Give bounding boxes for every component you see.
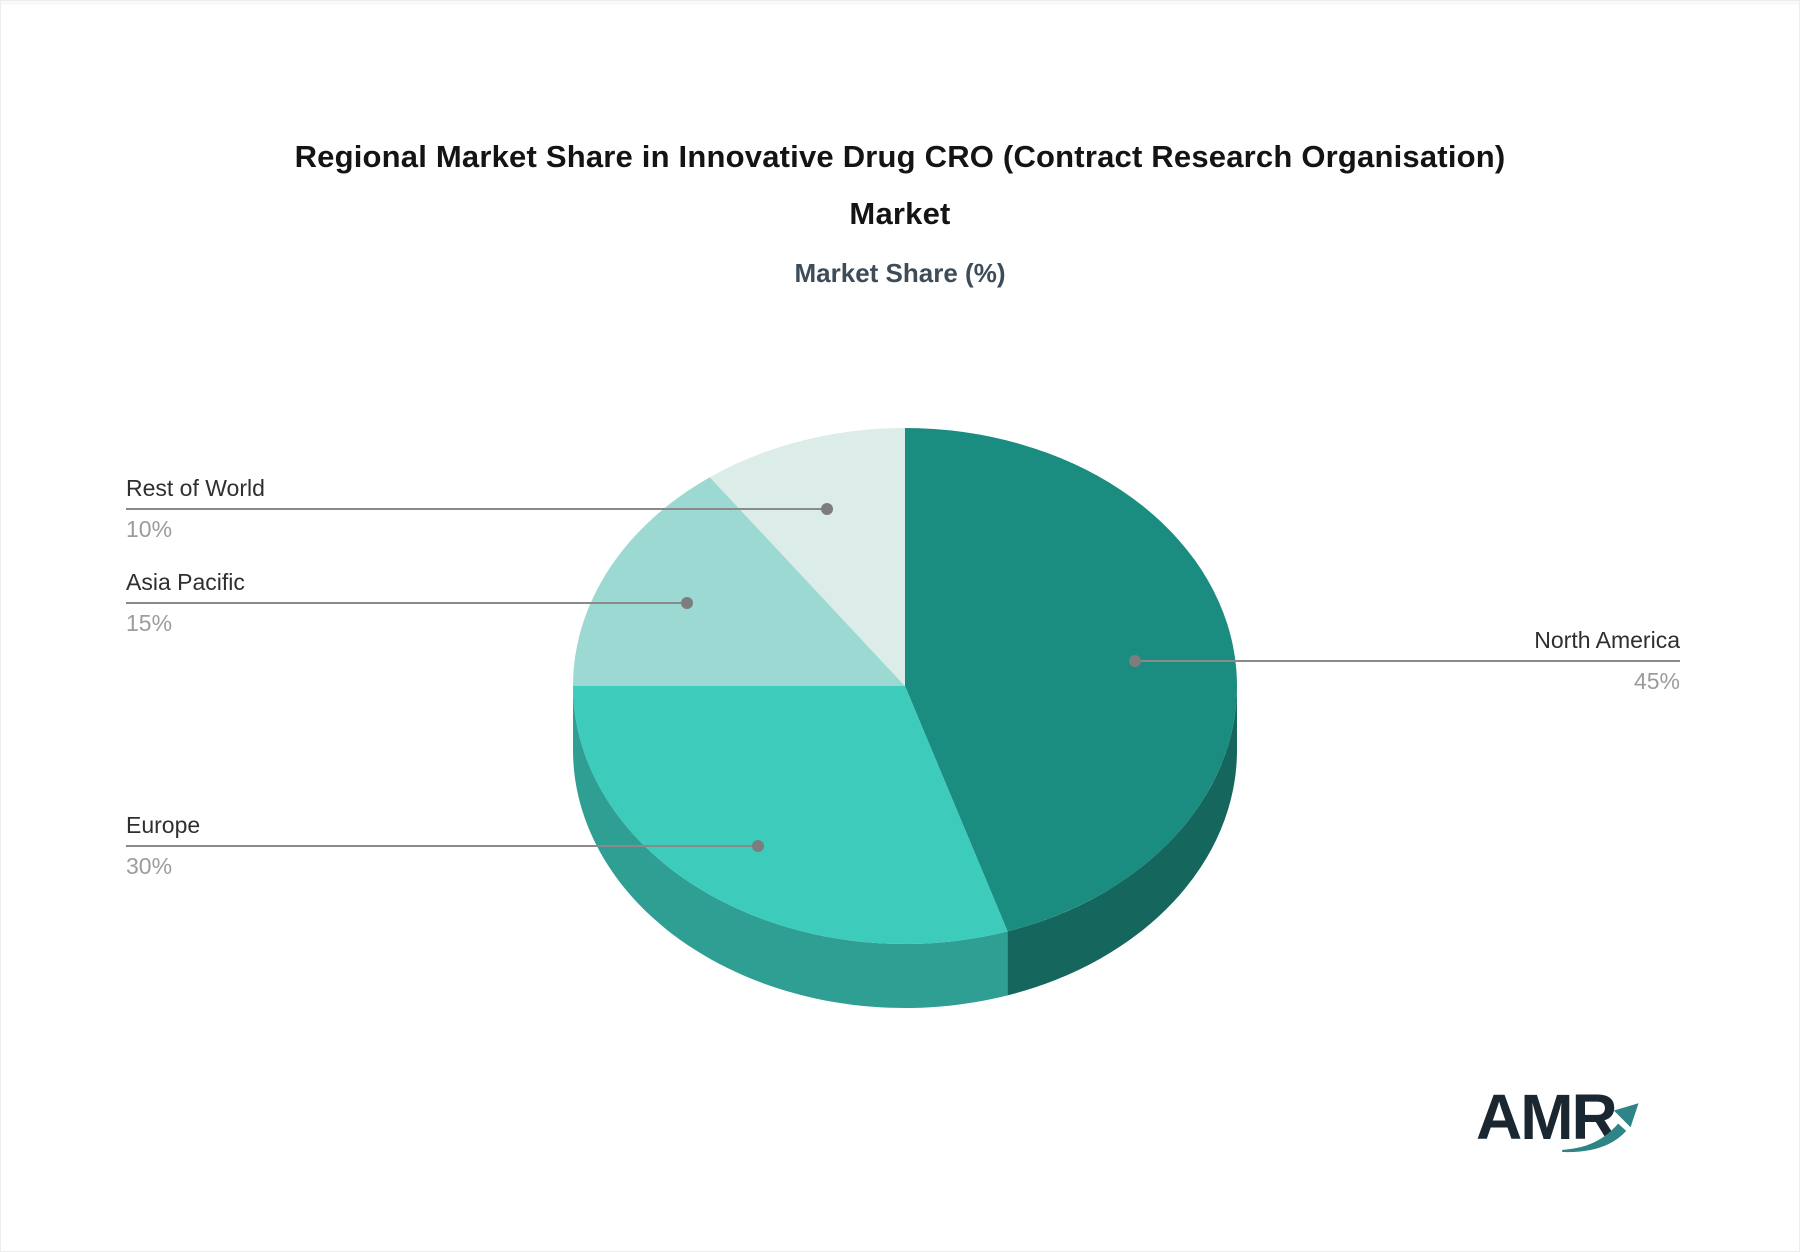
callout-north-america: North America 45% — [1534, 627, 1680, 695]
slice-label-asia-pacific: Asia Pacific — [126, 569, 245, 595]
slice-value-europe: 30% — [126, 853, 173, 879]
callout-rest-of-world: Rest of World 10% — [126, 475, 265, 543]
callout-europe: Europe 30% — [126, 812, 200, 880]
slice-label-rest-of-world: Rest of World — [126, 475, 265, 501]
chart-subtitle: Market Share (%) — [794, 258, 1006, 288]
chart-title-line2: Market — [849, 196, 951, 231]
slice-label-europe: Europe — [126, 812, 201, 838]
callout-dot-asia-pacific — [681, 597, 693, 609]
callout-asia-pacific: Asia Pacific 15% — [126, 569, 245, 637]
pie-slice-side-europe — [572, 686, 1008, 1008]
amr-logo-text: AMR — [1476, 1081, 1618, 1153]
slice-value-asia-pacific: 15% — [126, 610, 173, 636]
pie-slice-asia-pacific[interactable] — [573, 477, 905, 686]
slice-value-rest-of-world: 10% — [126, 516, 173, 542]
callout-dot-north-america — [1129, 655, 1141, 667]
top-strip — [0, 0, 1800, 5]
pie-slice-north-america[interactable] — [905, 428, 1237, 932]
chart-title-line1: Regional Market Share in Innovative Drug… — [294, 139, 1506, 174]
amr-logo-arrow-icon — [1562, 1103, 1639, 1153]
pie-slice-side-north-america — [1007, 686, 1237, 996]
amr-logo: AMR — [1476, 1085, 1686, 1165]
pie-slice-europe[interactable] — [572, 686, 1008, 944]
callout-dot-rest-of-world — [821, 503, 833, 515]
slice-label-north-america: North America — [1534, 627, 1680, 653]
slice-value-north-america: 45% — [1633, 668, 1680, 694]
pie-slice-rest-of-world[interactable] — [709, 428, 905, 686]
callout-dot-europe — [752, 840, 764, 852]
